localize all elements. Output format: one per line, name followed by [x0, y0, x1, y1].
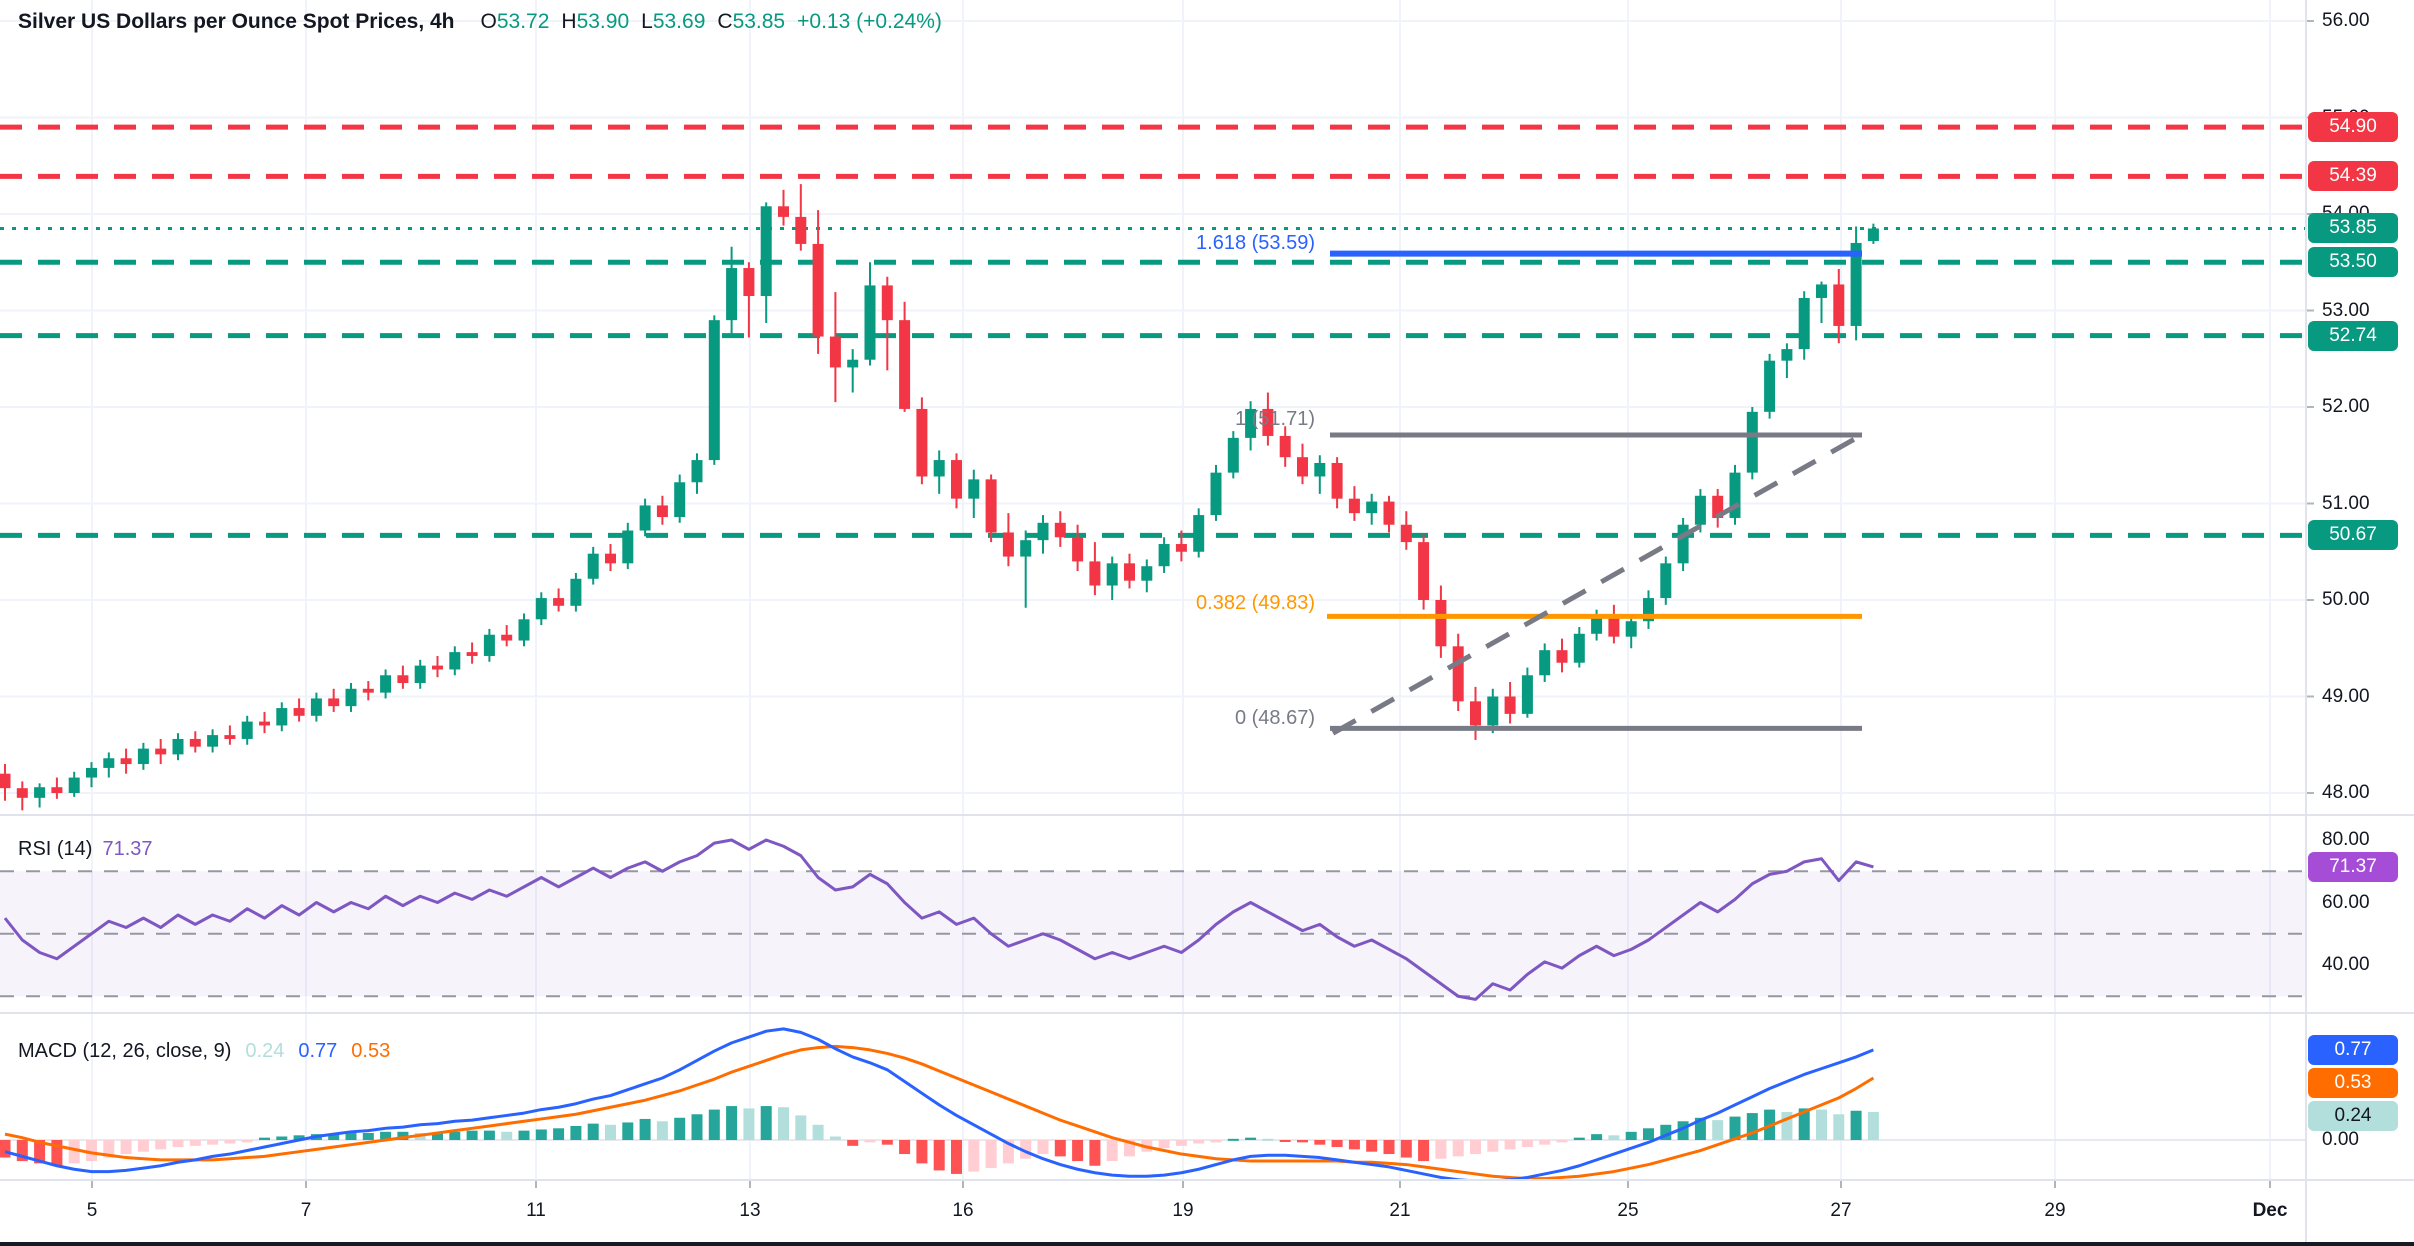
fib-drawing[interactable] [1327, 250, 1862, 736]
rsi-badge: 71.37 [2308, 851, 2398, 882]
fib-label-1618[interactable]: 1.618 (53.59) [1196, 232, 1315, 254]
close-label: C [717, 10, 733, 33]
macd-tick-0: 0.00 [2322, 1129, 2359, 1150]
macd-hist-value: 0.24 [245, 1040, 285, 1062]
macd-hist-badge: 0.24 [2308, 1100, 2398, 1131]
price-badge-50.67: 50.67 [2308, 520, 2398, 551]
low-value: 53.69 [652, 10, 706, 33]
candles[interactable] [0, 184, 1879, 811]
fib-label-0382[interactable]: 0.382 (49.83) [1196, 592, 1315, 614]
high-label: H [561, 10, 577, 33]
time-label-5: 5 [86, 1200, 98, 1221]
change-value: +0.13 (+0.24%) [797, 10, 942, 33]
high-value: 53.90 [576, 10, 630, 33]
price-tick-48.00: 48.00 [2322, 782, 2370, 803]
price-badge-53.85: 53.85 [2308, 213, 2398, 244]
rsi-legend-title[interactable]: RSI (14) [18, 838, 93, 860]
rsi-plot[interactable] [3, 838, 1874, 1001]
price-tick-51.00: 51.00 [2322, 492, 2370, 514]
price-tick-53.00: 53.00 [2322, 299, 2370, 321]
trendline[interactable] [1331, 433, 1862, 736]
time-label-21: 21 [1389, 1200, 1411, 1221]
price-tick-56.00: 56.00 [2322, 10, 2370, 31]
open-value: 53.72 [496, 10, 550, 33]
price-levels [0, 124, 2306, 538]
widget-bottom-border [0, 1242, 2414, 1246]
price-badge-54.39: 54.39 [2308, 161, 2398, 192]
rsi-legend-value: 71.37 [102, 838, 153, 860]
open-label: O [480, 10, 497, 33]
rsi-band [0, 870, 2306, 998]
macd-plot[interactable] [0, 1027, 1879, 1181]
time-label-13: 13 [739, 1200, 761, 1221]
close-value: 53.85 [732, 10, 786, 33]
price-badge-52.74: 52.74 [2308, 320, 2398, 351]
price-badge-54.90: 54.90 [2308, 112, 2398, 143]
price-tick-52.00: 52.00 [2322, 396, 2370, 417]
price-tick-50.00: 50.00 [2322, 589, 2370, 610]
symbol-title[interactable]: Silver US Dollars per Ounce Spot Prices,… [18, 10, 455, 33]
rsi-tick-80.00: 80.00 [2322, 829, 2370, 850]
time-label-19: 19 [1172, 1200, 1194, 1221]
time-label-29: 29 [2044, 1200, 2066, 1221]
low-label: L [641, 10, 653, 33]
macd-signal-value: 0.53 [351, 1040, 391, 1062]
rsi-legend[interactable]: RSI (14) 71.37 [18, 838, 153, 861]
macd-signal-badge: 0.53 [2308, 1067, 2398, 1098]
time-label-25: 25 [1617, 1200, 1639, 1221]
gridlines [0, 0, 2314, 1188]
time-label-27: 27 [1830, 1200, 1852, 1221]
fib-label-0[interactable]: 0 (48.67) [1234, 707, 1315, 729]
symbol-legend[interactable]: Silver US Dollars per Ounce Spot Prices,… [18, 10, 942, 34]
fib-label-1[interactable]: 1 (51.71) [1234, 408, 1315, 430]
rsi-tick-60.00: 60.00 [2322, 891, 2370, 913]
macd-line-badge: 0.77 [2308, 1034, 2398, 1065]
time-label-16: 16 [952, 1200, 974, 1221]
rsi-tick-40.00: 40.00 [2322, 954, 2370, 975]
time-label-Dec: Dec [2252, 1200, 2288, 1221]
macd-line-value: 0.77 [298, 1040, 338, 1062]
time-label-11: 11 [526, 1200, 546, 1221]
price-badge-53.50: 53.50 [2308, 247, 2398, 278]
price-tick-49.00: 49.00 [2322, 685, 2370, 707]
macd-legend-title[interactable]: MACD (12, 26, close, 9) [18, 1040, 232, 1062]
macd-legend[interactable]: MACD (12, 26, close, 9) 0.24 0.77 0.53 [18, 1040, 390, 1063]
time-label-7: 7 [300, 1200, 312, 1221]
